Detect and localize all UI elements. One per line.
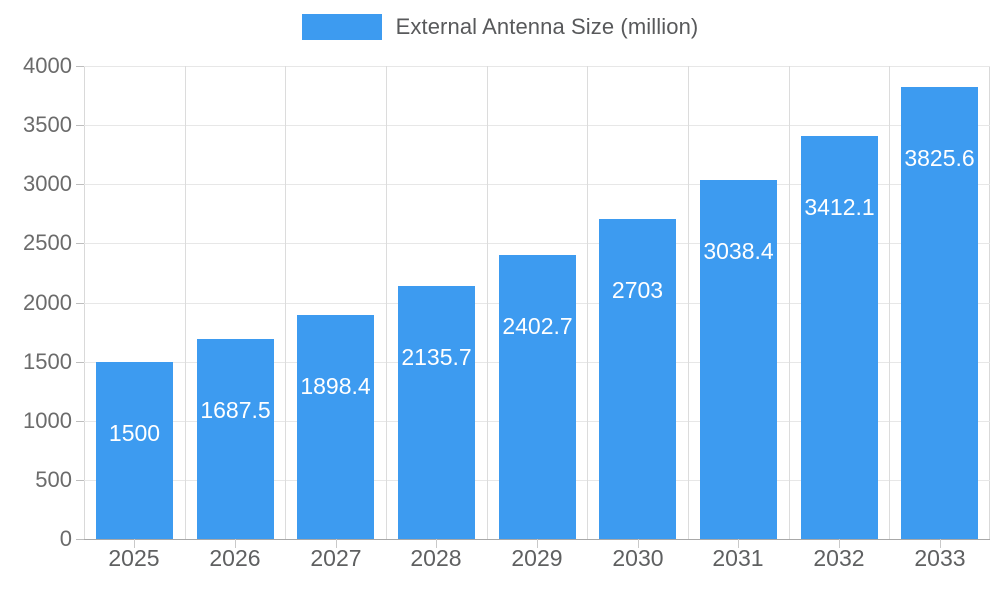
x-tick-label: 2025 xyxy=(108,545,160,571)
x-tick-label: 2030 xyxy=(612,545,664,571)
gridline-3000 xyxy=(84,184,990,186)
y-tick-mark-1000 xyxy=(76,420,84,422)
y-tick-label: 1000 xyxy=(23,407,72,433)
bar[interactable]: 3825.6 xyxy=(901,86,978,539)
legend-color-swatch-icon xyxy=(301,14,382,40)
bar[interactable]: 1500 xyxy=(96,361,173,539)
x-tick-label: 2027 xyxy=(310,545,362,571)
y-tick-label: 3000 xyxy=(23,171,72,197)
legend-label: External Antenna Size (million) xyxy=(395,14,699,39)
category-separator xyxy=(789,66,790,539)
bar[interactable]: 2135.7 xyxy=(398,286,475,539)
bar-value-label: 2703 xyxy=(611,277,664,304)
x-tick-mark xyxy=(940,539,941,548)
category-separator xyxy=(386,66,387,539)
bar[interactable]: 3038.4 xyxy=(700,179,777,539)
bar[interactable]: 1898.4 xyxy=(297,314,374,539)
category-separator xyxy=(487,66,488,539)
chart-legend: External Antenna Size (million) xyxy=(0,8,1000,46)
y-tick-mark-3000 xyxy=(76,184,84,186)
y-tick-mark-4000 xyxy=(76,66,84,67)
x-tick-label: 2031 xyxy=(712,545,764,571)
plot-area: 1500 1687.5 1898.4 2135.7 2402.7 2703 3038.4 34… xyxy=(76,66,990,548)
bar-value-label: 3825.6 xyxy=(904,144,975,171)
y-tick-mark-500 xyxy=(76,479,84,481)
bar-value-label: 2135.7 xyxy=(401,344,472,371)
gridline-4000 xyxy=(84,66,990,67)
x-tick-mark xyxy=(537,539,538,548)
y-tick-label: 3500 xyxy=(23,112,72,138)
x-tick-mark xyxy=(235,539,236,548)
x-tick-mark xyxy=(738,539,739,548)
y-tick-mark-2000 xyxy=(76,302,84,304)
x-tick-label: 2026 xyxy=(209,545,261,571)
bar-value-label: 3412.1 xyxy=(804,193,875,220)
y-tick-label: 4000 xyxy=(23,53,72,78)
category-separator xyxy=(185,66,186,539)
category-separator xyxy=(587,66,588,539)
bar-value-label: 2402.7 xyxy=(502,312,573,339)
x-tick-mark xyxy=(638,539,639,548)
gridline-2500 xyxy=(84,243,990,245)
y-tick-mark-3500 xyxy=(76,125,84,127)
bar[interactable]: 1687.5 xyxy=(197,339,274,539)
bar-value-label: 1687.5 xyxy=(200,397,271,424)
x-tick-label: 2028 xyxy=(410,545,462,571)
y-tick-mark-2500 xyxy=(76,243,84,245)
legend-entry-external-antenna-size[interactable]: External Antenna Size (million) xyxy=(301,14,699,40)
gridline-3500 xyxy=(84,125,990,127)
x-tick-label: 2033 xyxy=(914,545,966,571)
bar-value-label: 1898.4 xyxy=(300,372,371,399)
y-tick-label: 2000 xyxy=(23,289,72,315)
y-tick-label: 500 xyxy=(35,466,72,492)
x-tick-mark xyxy=(336,539,337,548)
y-tick-label: 1500 xyxy=(23,348,72,374)
bar[interactable]: 3412.1 xyxy=(801,135,878,539)
bar-value-label: 1500 xyxy=(108,419,161,446)
y-tick-label: 2500 xyxy=(23,230,72,256)
x-tick-mark xyxy=(436,539,437,548)
bar[interactable]: 2402.7 xyxy=(499,254,576,539)
x-tick-mark xyxy=(134,539,135,548)
x-tick-label: 2032 xyxy=(813,545,865,571)
y-tick-mark-0 xyxy=(76,539,84,540)
x-tick-label: 2029 xyxy=(511,545,563,571)
category-separator xyxy=(285,66,286,539)
bar-value-label: 3038.4 xyxy=(703,237,774,264)
y-tick-label: 0 xyxy=(59,526,72,551)
x-tick-mark xyxy=(839,539,840,548)
category-separator xyxy=(688,66,689,539)
bar[interactable]: 2703 xyxy=(599,219,676,539)
category-separator xyxy=(889,66,890,539)
y-tick-mark-1500 xyxy=(76,361,84,363)
